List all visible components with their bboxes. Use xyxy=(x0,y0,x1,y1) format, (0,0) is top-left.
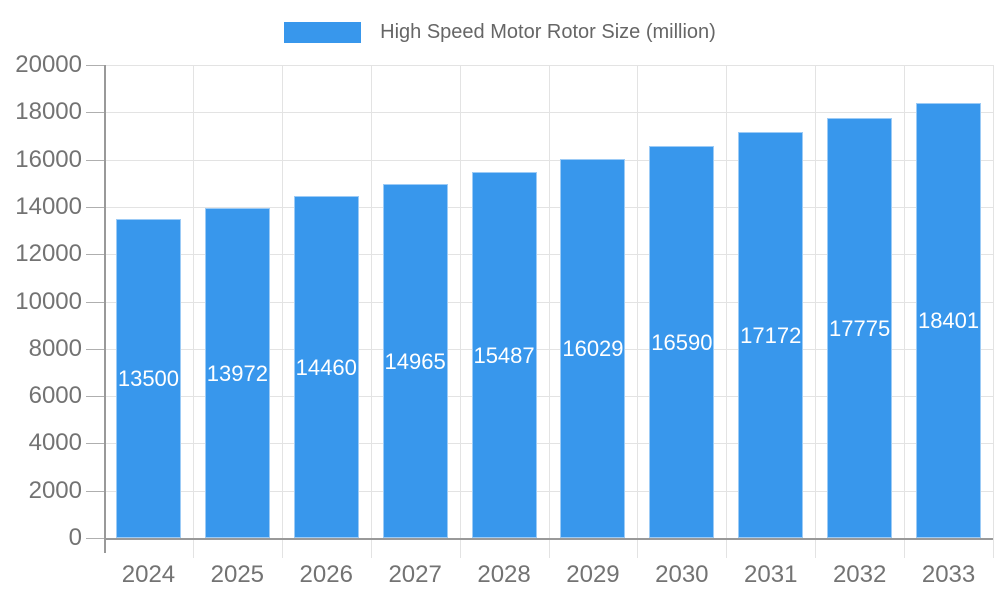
x-tick-label: 2029 xyxy=(566,561,620,588)
chart-legend[interactable]: High Speed Motor Rotor Size (million) xyxy=(0,21,1000,44)
y-axis-tick xyxy=(86,538,104,539)
bar-value-label: 16590 xyxy=(651,329,713,355)
x-tick-label: 2030 xyxy=(655,561,709,588)
bar: 16590 xyxy=(649,145,715,538)
y-tick-label: 14000 xyxy=(15,192,82,220)
bar: 16029 xyxy=(560,158,626,538)
y-tick-label: 10000 xyxy=(15,287,82,315)
bar: 17172 xyxy=(738,131,804,538)
y-axis-tick xyxy=(86,159,104,161)
y-tick-label: 16000 xyxy=(15,145,82,173)
y-tick-label: 2000 xyxy=(28,476,82,504)
bar-value-label: 18401 xyxy=(917,308,980,334)
gridline-vertical xyxy=(904,65,906,558)
gridline-vertical xyxy=(192,65,194,558)
bar: 13972 xyxy=(204,207,270,538)
x-tick-label: 2024 xyxy=(121,561,176,588)
gridline-vertical xyxy=(637,65,639,558)
legend-swatch-icon xyxy=(284,22,362,43)
x-tick-label: 2026 xyxy=(299,561,353,588)
bar-value-label: 15487 xyxy=(473,342,535,368)
legend-series-label: High Speed Motor Rotor Size (million) xyxy=(380,21,716,43)
bar: 14965 xyxy=(382,184,448,538)
y-axis-tick xyxy=(86,396,104,398)
gridline-vertical xyxy=(993,65,994,558)
gridline-vertical xyxy=(370,65,372,558)
x-axis-line xyxy=(104,538,993,540)
bar: 18401 xyxy=(916,102,982,538)
bar-value-label: 17775 xyxy=(829,315,891,341)
bar-value-label: 13500 xyxy=(117,366,180,392)
y-tick-label: 18000 xyxy=(15,98,82,126)
y-axis-tick xyxy=(86,490,104,492)
gridline-vertical xyxy=(459,65,461,558)
bar-value-label: 14965 xyxy=(384,349,446,375)
gridline-vertical xyxy=(726,65,728,558)
y-axis-tick xyxy=(86,348,104,350)
x-tick-label: 2027 xyxy=(388,561,442,588)
y-axis-tick xyxy=(86,254,104,256)
bar: 17775 xyxy=(827,117,893,538)
bar: 15487 xyxy=(471,171,537,538)
x-tick-label: 2033 xyxy=(921,561,976,588)
y-tick-label: 0 xyxy=(68,524,82,551)
y-tick-label: 20000 xyxy=(15,51,82,78)
y-axis-tick xyxy=(86,65,104,66)
y-tick-label: 8000 xyxy=(28,334,82,362)
x-tick-label: 2032 xyxy=(832,561,887,588)
bar: 14460 xyxy=(293,196,359,538)
y-tick-label: 6000 xyxy=(28,382,82,410)
y-axis-tick xyxy=(86,301,104,303)
gridline-vertical xyxy=(815,65,817,558)
gridline-vertical xyxy=(281,65,283,558)
bar-value-label: 17172 xyxy=(740,322,802,348)
y-axis-line xyxy=(104,65,106,553)
x-tick-label: 2025 xyxy=(210,561,265,588)
x-tick-label: 2031 xyxy=(744,561,798,588)
bar-value-label: 13972 xyxy=(206,360,268,386)
gridline-vertical xyxy=(548,65,550,558)
bar-value-label: 14460 xyxy=(295,355,357,380)
bar: 13500 xyxy=(115,218,181,538)
y-axis-tick xyxy=(86,112,104,114)
x-tick-label: 2028 xyxy=(477,561,531,588)
bar-value-label: 16029 xyxy=(562,336,624,362)
y-axis-tick xyxy=(86,443,104,445)
y-tick-label: 4000 xyxy=(28,429,82,457)
y-tick-label: 12000 xyxy=(15,240,82,268)
y-axis-tick xyxy=(86,206,104,208)
